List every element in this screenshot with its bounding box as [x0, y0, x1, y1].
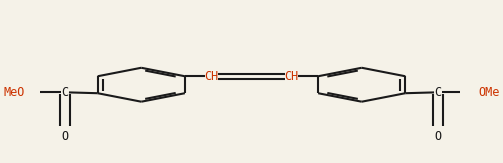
Text: O: O	[61, 130, 69, 143]
Text: CH: CH	[285, 70, 299, 83]
Text: OMe: OMe	[478, 86, 500, 99]
Text: C: C	[61, 86, 69, 99]
Text: O: O	[434, 130, 442, 143]
Text: MeO: MeO	[3, 86, 25, 99]
Text: CH: CH	[204, 70, 218, 83]
Text: C: C	[434, 86, 442, 99]
